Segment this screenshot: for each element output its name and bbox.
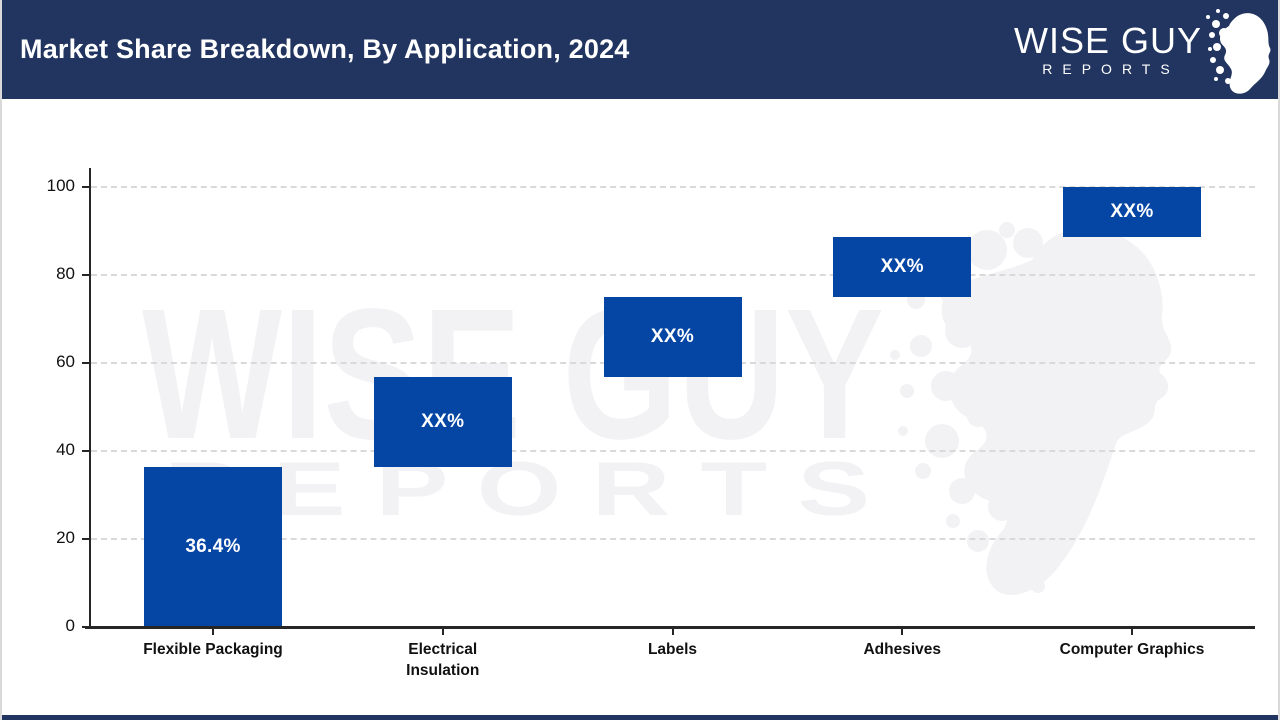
footer-bar xyxy=(2,715,1278,720)
y-axis-tick-label: 100 xyxy=(46,176,75,195)
header-bar: Market Share Breakdown, By Application, … xyxy=(2,0,1278,99)
x-axis-tick xyxy=(212,629,214,635)
chart-title: Market Share Breakdown, By Application, … xyxy=(20,34,630,64)
waterfall-bar-3: XX% xyxy=(603,297,742,378)
wiseguy-logo: WISE GUY REPORTS xyxy=(1014,0,1276,99)
y-axis-tick-label: 20 xyxy=(56,528,75,547)
x-axis-tick xyxy=(671,629,674,635)
bar-value-label: XX% xyxy=(1110,201,1154,223)
x-axis-category-label: Adhesives xyxy=(863,641,942,658)
x-axis-tick xyxy=(1131,629,1133,635)
x-axis-line xyxy=(85,626,1255,629)
y-axis-tick xyxy=(82,626,91,628)
y-axis-tick-label: 0 xyxy=(65,616,75,635)
x-axis-tick xyxy=(901,629,904,635)
logo-subtext: REPORTS xyxy=(1042,61,1180,77)
gridline-40 xyxy=(91,450,1255,452)
waterfall-bar-4: XX% xyxy=(833,237,972,297)
logo-wordmark: WISE GUY xyxy=(1013,20,1202,61)
y-axis-tick xyxy=(82,274,91,276)
waterfall-bar-2: XX% xyxy=(373,377,512,467)
y-axis-tick xyxy=(82,450,91,452)
gridline-100 xyxy=(91,186,1255,188)
bar-value-label: XX% xyxy=(421,410,465,432)
gridline-20 xyxy=(91,538,1255,540)
y-axis-tick xyxy=(82,362,91,364)
bar-value-label: 36.4% xyxy=(185,535,241,557)
y-axis-tick xyxy=(82,186,91,188)
y-axis-tick xyxy=(82,538,91,540)
y-axis-tick-label: 80 xyxy=(56,264,75,283)
x-axis-tick xyxy=(441,629,444,635)
bar-value-label: XX% xyxy=(880,256,924,278)
y-axis-tick-label: 60 xyxy=(56,352,75,371)
waterfall-bar-5: XX% xyxy=(1063,187,1201,238)
y-axis-tick-label: 40 xyxy=(56,440,75,459)
logo-head-icon xyxy=(1206,8,1271,94)
x-axis-category-label: Labels xyxy=(647,641,698,658)
waterfall-bar-1: 36.4% xyxy=(144,466,282,627)
gridline-80 xyxy=(91,274,1255,276)
bar-value-label: XX% xyxy=(650,326,695,348)
x-axis-category-label: Computer Graphics xyxy=(1059,641,1205,658)
logo-text: WISE GUY REPORTS xyxy=(1013,20,1202,77)
x-axis-category-label: Flexible Packaging xyxy=(143,641,283,658)
y-axis-line xyxy=(89,168,91,629)
x-axis-category-label: Electrical Insulation xyxy=(406,641,480,679)
